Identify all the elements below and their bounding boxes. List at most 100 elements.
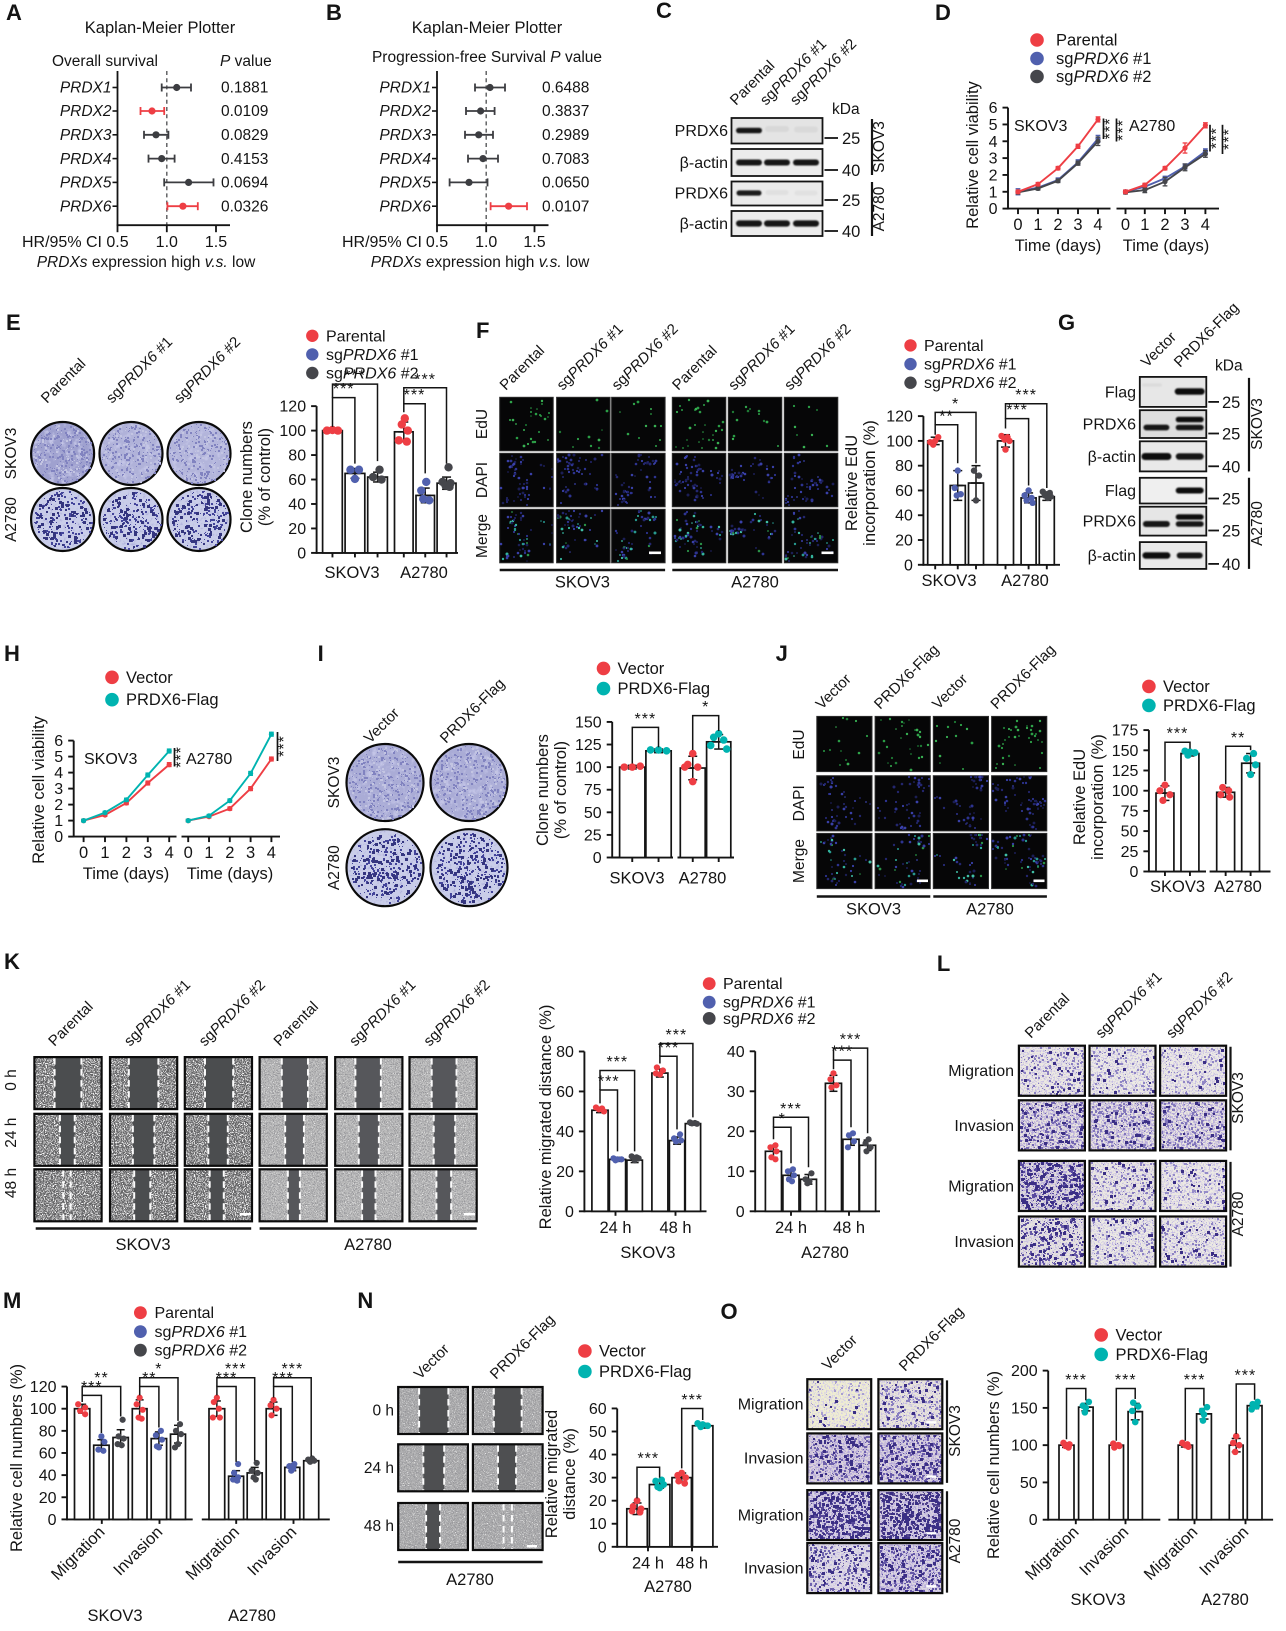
svg-text:A2780: A2780: [1230, 1191, 1247, 1236]
svg-text:20: 20: [288, 521, 306, 538]
svg-text:0.2989: 0.2989: [542, 127, 589, 144]
svg-text:0.1881: 0.1881: [221, 80, 268, 97]
svg-text:Relative cell viability: Relative cell viability: [964, 80, 982, 228]
svg-text:***: ***: [635, 711, 657, 728]
svg-text:20: 20: [895, 533, 913, 550]
svg-text:SKOV3: SKOV3: [115, 1236, 170, 1254]
svg-text:sgPRDX6 #2: sgPRDX6 #2: [924, 375, 1017, 392]
svg-text:Migration: Migration: [738, 1397, 804, 1414]
svg-text:A2780: A2780: [400, 564, 448, 582]
svg-text:Relative migrated: Relative migrated: [543, 1410, 561, 1538]
svg-text:48 h: 48 h: [833, 1219, 865, 1237]
svg-text:Migration: Migration: [738, 1507, 804, 1524]
svg-text:A2780: A2780: [344, 1236, 392, 1254]
svg-text:120: 120: [279, 399, 306, 416]
svg-text:HR/95% CI: HR/95% CI: [342, 234, 422, 251]
svg-text:A2780: A2780: [801, 1244, 849, 1262]
svg-text:20: 20: [556, 1164, 574, 1181]
svg-text:Parental: Parental: [924, 338, 984, 355]
svg-text:M: M: [3, 1288, 21, 1313]
svg-text:0: 0: [184, 844, 193, 862]
svg-text:80: 80: [39, 1423, 57, 1440]
svg-text:Merge: Merge: [791, 839, 808, 883]
svg-text:N: N: [357, 1288, 373, 1313]
svg-text:*: *: [155, 1361, 162, 1378]
svg-text:***: ***: [272, 1370, 294, 1387]
svg-text:PRDX5: PRDX5: [379, 175, 431, 192]
svg-text:***: ***: [637, 1451, 659, 1468]
svg-text:β-actin: β-actin: [1088, 548, 1136, 565]
svg-text:40: 40: [39, 1468, 57, 1485]
svg-text:Parental: Parental: [723, 976, 783, 993]
svg-text:40: 40: [842, 162, 860, 180]
svg-text:24 h: 24 h: [632, 1555, 664, 1573]
svg-text:G: G: [1058, 310, 1075, 335]
svg-text:sgPRDX6 #1: sgPRDX6 #1: [1056, 50, 1151, 68]
svg-text:10: 10: [589, 1516, 607, 1533]
svg-text:3: 3: [143, 844, 152, 862]
svg-text:40: 40: [1222, 556, 1240, 574]
svg-text:O: O: [721, 1299, 738, 1324]
svg-text:A2780: A2780: [228, 1607, 276, 1625]
svg-text:SKOV3: SKOV3: [620, 1244, 675, 1262]
svg-text:sgPRDX6 #2: sgPRDX6 #2: [723, 1011, 816, 1028]
svg-text:1.0: 1.0: [156, 234, 178, 251]
svg-text:0: 0: [1013, 216, 1022, 234]
svg-text:sgPRDX6 #2: sgPRDX6 #2: [1056, 68, 1151, 86]
svg-text:Parental: Parental: [326, 328, 386, 345]
svg-text:1.5: 1.5: [205, 234, 227, 251]
svg-text:PRDX2: PRDX2: [379, 103, 431, 120]
svg-text:A2780: A2780: [947, 1518, 964, 1563]
svg-text:F: F: [476, 318, 489, 343]
svg-text:0 h: 0 h: [372, 1403, 394, 1420]
svg-text:100: 100: [279, 423, 306, 440]
svg-text:PRDX3: PRDX3: [379, 127, 431, 144]
svg-text:0: 0: [1121, 216, 1130, 234]
svg-text:0: 0: [54, 829, 63, 846]
svg-text:PRDX6-Flag: PRDX6-Flag: [126, 691, 219, 709]
svg-text:SKOV3: SKOV3: [1070, 1591, 1125, 1609]
svg-text:*: *: [952, 396, 959, 413]
svg-text:***: ***: [404, 387, 426, 404]
svg-text:SKOV3: SKOV3: [1014, 118, 1067, 135]
svg-text:EdU: EdU: [474, 409, 491, 439]
svg-text:3: 3: [246, 844, 255, 862]
svg-text:A2780: A2780: [446, 1571, 494, 1589]
svg-text:0: 0: [1029, 1512, 1038, 1529]
svg-text:150: 150: [1112, 743, 1139, 760]
svg-text:40: 40: [1222, 458, 1240, 476]
svg-text:Parental: Parental: [1056, 32, 1117, 50]
svg-text:Vector: Vector: [1116, 1326, 1163, 1344]
svg-text:4: 4: [165, 844, 174, 862]
svg-text:PRDX6-Flag: PRDX6-Flag: [1163, 697, 1256, 715]
svg-text:**: **: [1231, 730, 1245, 747]
svg-text:30: 30: [589, 1470, 607, 1487]
svg-text:40: 40: [288, 496, 306, 513]
svg-text:0.0109: 0.0109: [221, 103, 268, 120]
svg-text:***: ***: [81, 1379, 103, 1396]
svg-text:SKOV3: SKOV3: [3, 428, 20, 480]
svg-text:3: 3: [1073, 216, 1082, 234]
svg-text:1: 1: [1140, 216, 1149, 234]
svg-text:25: 25: [1222, 426, 1240, 444]
svg-text:A2780: A2780: [644, 1578, 692, 1596]
svg-text:40: 40: [842, 223, 860, 241]
svg-text:24 h: 24 h: [364, 1460, 394, 1477]
svg-text:25: 25: [842, 130, 860, 148]
svg-text:24 h: 24 h: [599, 1219, 631, 1237]
svg-text:175: 175: [1112, 723, 1139, 740]
svg-text:30: 30: [727, 1084, 745, 1101]
svg-text:*: *: [779, 1111, 786, 1128]
svg-text:0 h: 0 h: [3, 1069, 20, 1091]
svg-text:Clone numbers: Clone numbers: [238, 421, 256, 533]
svg-text:0: 0: [79, 844, 88, 862]
svg-text:0: 0: [736, 1204, 745, 1221]
svg-text:SKOV3: SKOV3: [921, 572, 976, 590]
svg-text:SKOV3: SKOV3: [84, 751, 137, 768]
svg-text:100: 100: [1011, 1438, 1038, 1455]
svg-text:0.0107: 0.0107: [542, 198, 589, 215]
svg-text:P value: P value: [220, 53, 272, 70]
svg-text:A2780: A2780: [966, 901, 1014, 919]
svg-text:***: ***: [666, 1027, 688, 1044]
svg-text:100: 100: [1112, 783, 1139, 800]
